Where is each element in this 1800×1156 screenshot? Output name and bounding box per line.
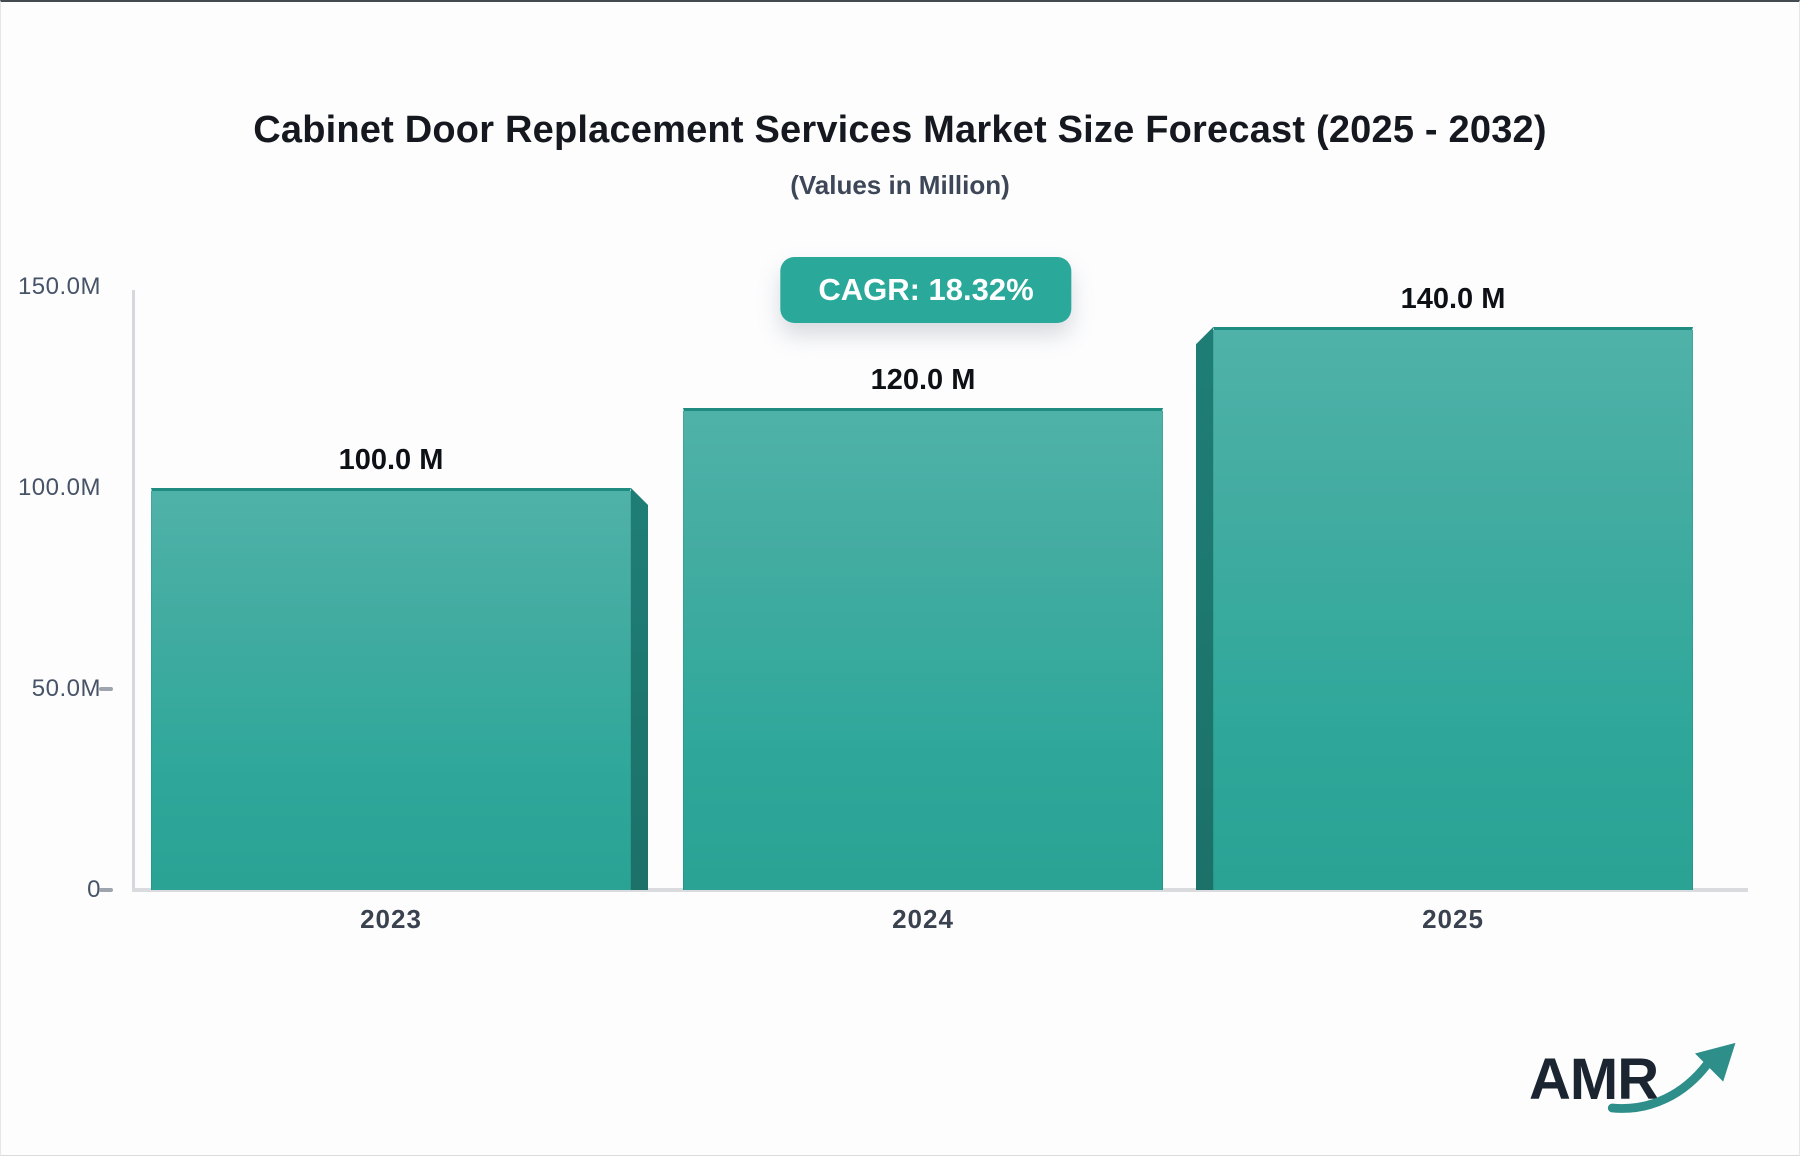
y-axis-line bbox=[132, 290, 135, 890]
x-axis-label-2024: 2024 bbox=[892, 904, 954, 934]
amr-logo-text: AMR bbox=[1529, 1047, 1659, 1112]
bar-2023 bbox=[151, 488, 631, 890]
y-axis-tick-100: 100.0M bbox=[1, 473, 113, 503]
x-axis-label-2025: 2025 bbox=[1422, 904, 1484, 934]
bar-value-label-2024: 120.0 M bbox=[870, 363, 976, 396]
growth-arrow-icon bbox=[1607, 1042, 1736, 1113]
amr-logo: AMR bbox=[1529, 1032, 1739, 1132]
bar-2023-3d-side bbox=[631, 488, 648, 890]
chart-subtitle: (Values in Million) bbox=[790, 170, 1010, 200]
bar-value-label-2023: 100.0 M bbox=[338, 444, 444, 476]
bar-value-label-2025: 140.0 M bbox=[1400, 283, 1506, 316]
x-axis-label-2023: 2023 bbox=[360, 904, 422, 934]
y-axis-tick-50: 50.0M bbox=[1, 674, 113, 704]
y-axis-tick-label: 100.0M bbox=[17, 474, 101, 501]
y-axis-tick-label: 0 bbox=[87, 876, 101, 903]
y-axis-tick-mark bbox=[99, 888, 113, 892]
y-axis-tick-label: 50.0M bbox=[31, 675, 101, 702]
bar-2025 bbox=[1213, 327, 1693, 890]
bar-2025-3d-side bbox=[1196, 327, 1213, 890]
chart-title: Cabinet Door Replacement Services Market… bbox=[253, 109, 1547, 151]
y-axis-tick-150: 150.0M bbox=[1, 272, 113, 302]
x-axis-baseline bbox=[132, 888, 1748, 892]
y-axis-tick-0: 0 bbox=[1, 875, 113, 905]
bar-2024 bbox=[683, 407, 1163, 890]
y-axis-tick-label: 150.0M bbox=[17, 273, 101, 300]
cagr-badge: CAGR: 18.32% bbox=[780, 257, 1072, 323]
y-axis-tick-mark bbox=[99, 687, 113, 691]
